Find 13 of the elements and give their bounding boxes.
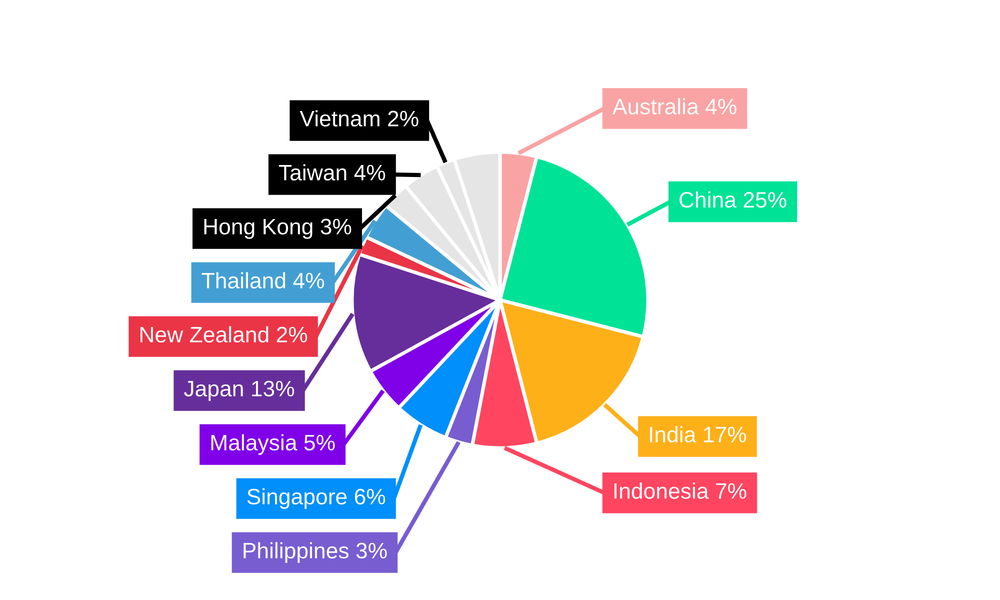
slice-label: Indonesia 7% — [614, 482, 746, 499]
slice-label: China 25% — [680, 191, 786, 208]
slice-label: Taiwan 4% — [278, 164, 386, 181]
slice-label: Japan 13% — [184, 380, 294, 401]
slice-label: New Zealand 2% — [140, 326, 308, 343]
slice-label: India 17% — [650, 426, 746, 442]
slice-label: Malaysia 5% — [211, 434, 335, 455]
slice-label: Singapore 6% — [247, 488, 386, 509]
slice-label: Vietnam 2% — [300, 110, 418, 127]
slice-label: Thailand 4% — [202, 272, 324, 289]
slice-label: Philippines 3% — [244, 542, 387, 563]
slice-label: Australia 4% — [612, 98, 736, 114]
slice-label: Hong Kong 3% — [204, 218, 352, 239]
